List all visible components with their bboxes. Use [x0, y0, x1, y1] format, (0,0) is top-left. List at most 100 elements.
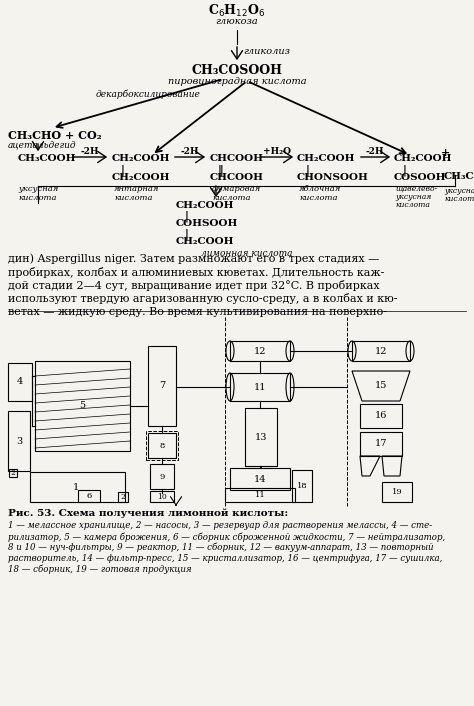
Text: -2H: -2H [366, 148, 384, 157]
Text: CH₃COSOOH: CH₃COSOOH [191, 64, 283, 78]
Text: 13: 13 [255, 433, 267, 441]
Text: 16: 16 [375, 412, 387, 421]
Text: рилизатор, 5 — камера брожения, 6 — сборник сброженной жидкости, 7 — нейтрализат: рилизатор, 5 — камера брожения, 6 — сбор… [8, 532, 445, 542]
Text: яблочная: яблочная [299, 185, 341, 193]
Text: дин) Aspergillus niger. Затем размножают его в трех стадиях —: дин) Aspergillus niger. Затем размножают… [8, 253, 379, 263]
Bar [8, 411, 30, 471]
Bar [118, 492, 128, 502]
Text: уксусная: уксусная [444, 187, 474, 195]
Text: 18: 18 [297, 482, 307, 490]
Text: 10: 10 [157, 493, 167, 501]
Bar [230, 341, 290, 361]
Text: 12: 12 [254, 347, 266, 356]
Bar [30, 472, 125, 502]
Bar [150, 491, 174, 502]
Text: растворитель, 14 — фильтр-пресс, 15 — кристаллизатор, 16 — центрифуга, 17 — суши: растворитель, 14 — фильтр-пресс, 15 — кр… [8, 554, 442, 563]
Text: CH₂COOH: CH₂COOH [394, 154, 453, 163]
Text: 1 — мелассное хранилище, 2 — насосы, 3 — резервуар для растворения мелассы, 4 — : 1 — мелассное хранилище, 2 — насосы, 3 —… [8, 521, 432, 530]
Bar [150, 464, 174, 489]
Bar [225, 488, 295, 502]
Bar [8, 363, 32, 401]
Text: CH₂COOH: CH₂COOH [112, 173, 171, 182]
Text: кислота: кислота [395, 201, 430, 209]
Text: CH₂COOH: CH₂COOH [176, 237, 235, 246]
Text: +H₂O: +H₂O [263, 148, 291, 157]
Text: COSOOH: COSOOH [394, 173, 447, 182]
Text: |: | [121, 164, 125, 176]
Text: уксусная: уксусная [395, 193, 431, 201]
Bar [35, 361, 130, 451]
Text: уксусная: уксусная [18, 185, 58, 193]
Text: CHCOOH: CHCOOH [210, 173, 264, 182]
Text: кислота: кислота [114, 194, 153, 202]
Text: CHONSOOH: CHONSOOH [297, 173, 369, 182]
Bar [360, 404, 402, 428]
Bar [148, 346, 176, 426]
Text: -2H: -2H [81, 148, 99, 157]
Text: декарбоксилирование: декарбоксилирование [96, 89, 201, 99]
Text: пировиноградная кислота: пировиноградная кислота [168, 78, 306, 87]
Text: CH₃COOH: CH₃COOH [18, 154, 76, 163]
Text: дой стадии 2—4 сут, выращивание идет при 32°C. В пробирках: дой стадии 2—4 сут, выращивание идет при… [8, 280, 380, 291]
Bar [292, 470, 312, 502]
Text: 17: 17 [375, 440, 387, 448]
Text: 9: 9 [159, 473, 164, 481]
Text: 4: 4 [17, 378, 23, 386]
Text: |: | [403, 164, 407, 176]
Text: CH₃COOH: CH₃COOH [444, 172, 474, 181]
Bar [382, 482, 412, 502]
Text: CH₂COOH: CH₂COOH [112, 154, 171, 163]
Text: кислота: кислота [18, 194, 56, 202]
Text: кислота: кислота [444, 195, 474, 203]
Text: +: + [441, 148, 451, 159]
Text: 8 и 10 — нуч-фильтры, 9 — реактор, 11 — сборник, 12 — вакуум-аппарат, 13 — повто: 8 и 10 — нуч-фильтры, 9 — реактор, 11 — … [8, 543, 434, 553]
Text: 19: 19 [392, 488, 402, 496]
Text: 11: 11 [255, 491, 265, 499]
Text: 1: 1 [73, 482, 79, 491]
Text: C$_6$H$_{12}$O$_6$: C$_6$H$_{12}$O$_6$ [208, 3, 266, 19]
Text: гликолиз: гликолиз [243, 47, 290, 56]
Text: Рис. 53. Схема получения лимонной кислоты:: Рис. 53. Схема получения лимонной кислот… [8, 508, 288, 517]
Text: 7: 7 [159, 381, 165, 390]
Text: CHCOOH: CHCOOH [210, 154, 264, 163]
Text: 8: 8 [159, 442, 164, 450]
Text: -2H: -2H [181, 148, 199, 157]
Text: глюкоза: глюкоза [216, 18, 258, 27]
Bar [230, 468, 290, 490]
Text: 6: 6 [86, 492, 91, 500]
Bar [360, 432, 402, 456]
Bar [78, 490, 100, 502]
Text: 3: 3 [16, 436, 22, 445]
Text: 5: 5 [79, 402, 85, 410]
Text: используют твердую агаризованную сусло-среду, а в колбах и кю-: используют твердую агаризованную сусло-с… [8, 294, 398, 304]
Text: 15: 15 [375, 381, 387, 390]
Text: |: | [306, 164, 310, 176]
Bar [245, 408, 277, 466]
Text: |: | [185, 228, 189, 239]
Text: 14: 14 [254, 474, 266, 484]
Text: CH₃CHO + CO₂: CH₃CHO + CO₂ [8, 130, 101, 141]
Text: 2: 2 [10, 469, 16, 477]
Text: CH₂COOH: CH₂COOH [176, 201, 235, 210]
Bar [146, 431, 178, 460]
Text: 11: 11 [254, 383, 266, 392]
Text: 2: 2 [120, 493, 126, 501]
Text: фумаровая: фумаровая [212, 185, 261, 193]
Text: кислота: кислота [299, 194, 337, 202]
Text: ‖: ‖ [218, 164, 224, 176]
Text: лимонная кислота: лимонная кислота [201, 249, 292, 258]
Text: 18 — сборник, 19 — готовая продукция: 18 — сборник, 19 — готовая продукция [8, 565, 191, 575]
Text: |: | [185, 210, 189, 222]
Text: 12: 12 [375, 347, 387, 356]
Text: кислота: кислота [212, 194, 250, 202]
Text: янтарная: янтарная [114, 185, 159, 193]
Text: COHSOOH: COHSOOH [176, 219, 238, 228]
Text: щавелево-: щавелево- [395, 185, 437, 193]
Text: CH₂COOH: CH₂COOH [297, 154, 356, 163]
Text: пробирках, колбах и алюминиевых кюветах. Длительность каж-: пробирках, колбах и алюминиевых кюветах.… [8, 266, 384, 277]
Bar [148, 433, 176, 458]
Bar [9, 469, 17, 477]
Text: ацетальдегид: ацетальдегид [8, 140, 77, 149]
Bar [230, 373, 290, 401]
Bar [352, 341, 410, 361]
